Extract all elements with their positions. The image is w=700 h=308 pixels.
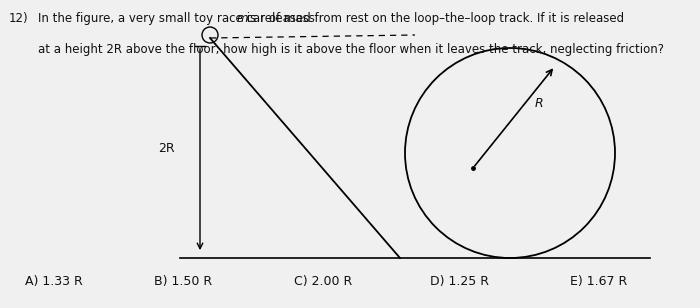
Text: D) 1.25 R: D) 1.25 R <box>430 275 489 288</box>
Text: C) 2.00 R: C) 2.00 R <box>294 275 352 288</box>
Text: at a height 2R above the floor, how high is it above the floor when it leaves th: at a height 2R above the floor, how high… <box>38 43 664 56</box>
Text: A) 1.33 R: A) 1.33 R <box>25 275 83 288</box>
Text: E) 1.67 R: E) 1.67 R <box>570 275 628 288</box>
Text: In the figure, a very small toy race car of mass: In the figure, a very small toy race car… <box>38 12 319 25</box>
Text: 2R: 2R <box>158 141 175 155</box>
Text: B) 1.50 R: B) 1.50 R <box>154 275 212 288</box>
Text: R: R <box>535 96 544 110</box>
Text: 12): 12) <box>8 12 28 25</box>
Text: m: m <box>237 12 248 25</box>
Text: is released from rest on the loop–the–loop track. If it is released: is released from rest on the loop–the–lo… <box>243 12 624 25</box>
